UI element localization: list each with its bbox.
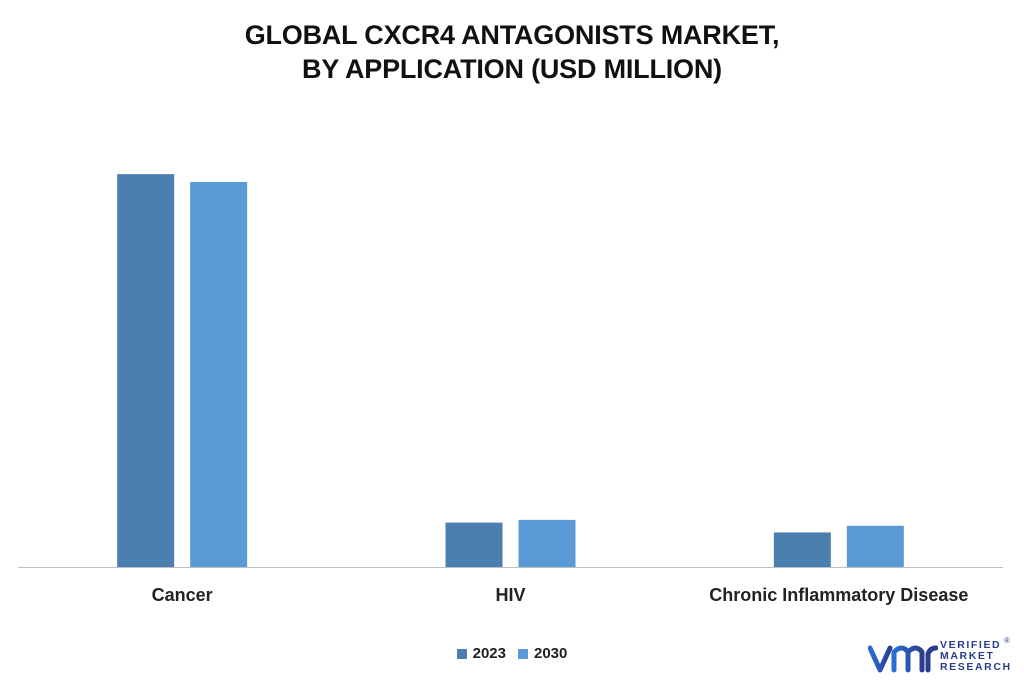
vmr-logo-text: VERIFIED MARKET RESEARCH bbox=[940, 640, 1012, 673]
category-label-chronic-inflammatory-disease: Chronic Inflammatory Disease bbox=[709, 585, 968, 605]
legend-item-2023: 2023 bbox=[456, 645, 506, 662]
vmr-logo-line-1: VERIFIED bbox=[940, 639, 1002, 651]
bar-chronic-inflammatory-disease-2030 bbox=[846, 525, 904, 567]
vmr-logo-line-2: MARKET bbox=[940, 650, 995, 662]
legend-swatch-2023 bbox=[456, 648, 467, 659]
bar-hiv-2023 bbox=[445, 522, 503, 567]
bar-cancer-2023 bbox=[117, 174, 175, 567]
bar-hiv-2030 bbox=[518, 519, 576, 567]
bar-chronic-inflammatory-disease-2023 bbox=[773, 532, 831, 567]
category-label-hiv: HIV bbox=[495, 585, 525, 605]
registered-mark: ® bbox=[1004, 636, 1010, 645]
vmr-logo: VERIFIED MARKET RESEARCH ® bbox=[867, 636, 1018, 678]
category-label-cancer: Cancer bbox=[152, 585, 213, 605]
chart-title: GLOBAL CXCR4 ANTAGONISTS MARKET, BY APPL… bbox=[0, 18, 1024, 86]
chart-title-line-2: BY APPLICATION (USD MILLION) bbox=[302, 54, 722, 84]
vmr-logo-line-3: RESEARCH bbox=[940, 661, 1012, 673]
legend-label-2030: 2030 bbox=[534, 645, 568, 662]
legend: 2023 2030 bbox=[0, 645, 1024, 662]
legend-swatch-2030 bbox=[518, 648, 528, 659]
bar-cancer-2030 bbox=[190, 182, 248, 567]
chart-title-line-1: GLOBAL CXCR4 ANTAGONISTS MARKET, bbox=[244, 20, 780, 50]
legend-item-2030: 2030 bbox=[518, 645, 567, 662]
vmr-logo-icon bbox=[867, 645, 939, 673]
legend-label-2023: 2023 bbox=[472, 645, 506, 662]
